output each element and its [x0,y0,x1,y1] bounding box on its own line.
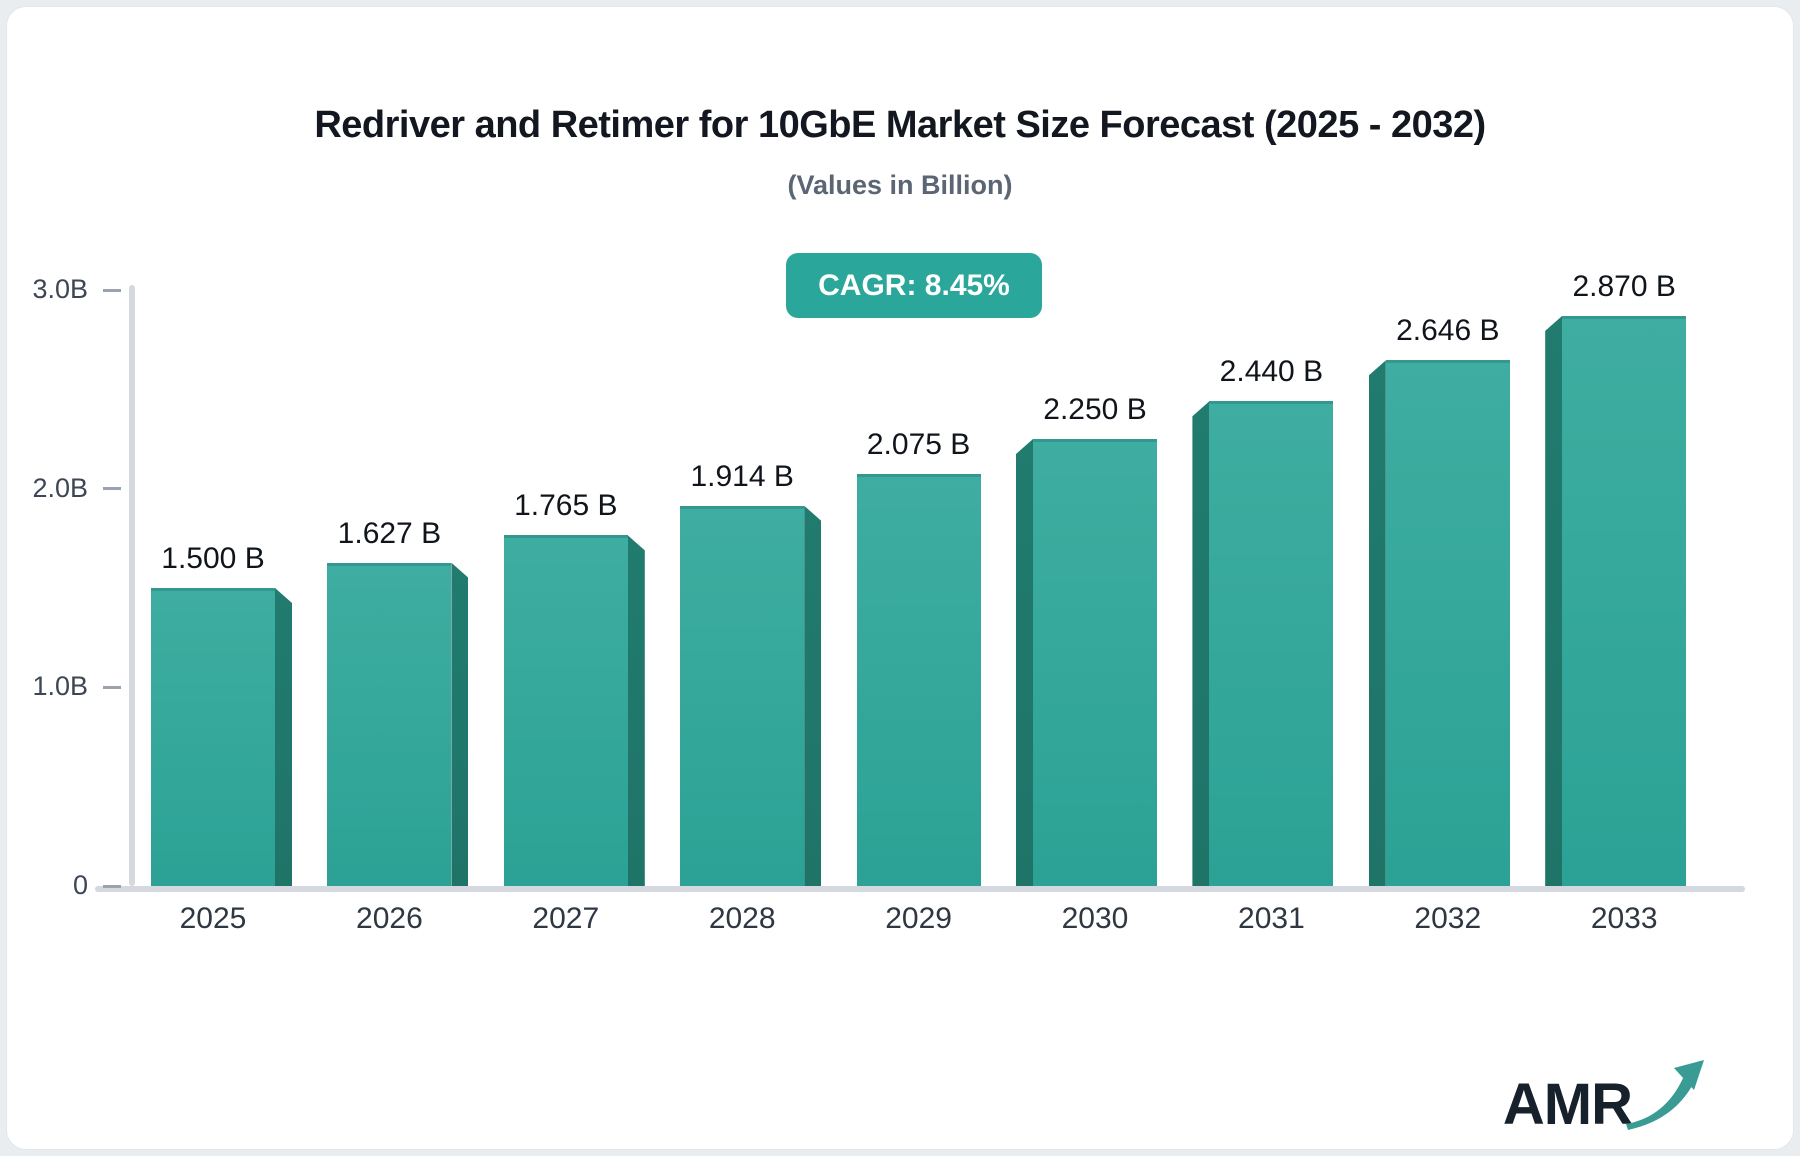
x-category-label-2025: 2025 [179,902,247,935]
bar-side-2032 [1368,360,1386,886]
bar-2027 [503,535,628,886]
growth-arrow-icon [1626,1060,1704,1130]
x-category-label-2028: 2028 [708,902,776,935]
y-tick-label: 3.0B [32,274,88,304]
y-tick-label: 0 [72,870,88,900]
bar-side-2031 [1192,401,1210,886]
bar-2030 [1033,439,1157,886]
bar-value-label-2033: 2.870 B [1572,269,1676,303]
y-tick-label: 1.0B [32,671,88,702]
bar-2032 [1385,360,1510,886]
y-tick [103,884,121,888]
bar-side-2028 [804,505,822,886]
bar-value-label-2028: 1.914 B [690,459,794,493]
cagr-badge-label: CAGR: 8.45% [818,268,1010,302]
bar-side-2026 [451,562,469,886]
x-category-label-2029: 2029 [885,902,952,935]
amr-logo-text: AMR [1502,1072,1633,1137]
bar-side-2030 [1016,439,1033,886]
bar-2028 [680,505,805,886]
amr-logo: AMR [1503,1054,1706,1134]
x-axis-line [95,886,1745,892]
x-category-label-2033: 2033 [1590,902,1658,935]
page-title: Redriver and Retimer for 10GbE Market Si… [314,104,1486,146]
x-category-label-2026: 2026 [356,902,423,935]
bar-side-2033 [1545,315,1563,886]
y-axis-line [129,285,135,886]
bar-side-2027 [627,535,645,886]
bar-2029 [856,473,981,886]
cagr-badge: CAGR: 8.45% [786,253,1042,318]
bar-value-label-2026: 1.627 B [337,516,442,550]
bar-2031 [1209,401,1334,886]
x-category-label-2032: 2032 [1414,902,1482,935]
bar-value-label-2032: 2.646 B [1396,314,1500,348]
bar-value-label-2025: 1.500 B [161,542,265,575]
bar-2033 [1562,315,1687,886]
x-category-label-2031: 2031 [1238,902,1305,935]
bar-value-label-2027: 1.765 B [514,489,618,523]
bar-value-label-2031: 2.440 B [1219,355,1324,389]
bar-2025 [151,588,275,886]
bar-value-label-2030: 2.250 B [1043,393,1147,426]
bar-2026 [327,562,452,886]
x-category-label-2030: 2030 [1061,902,1129,935]
y-tick [103,685,121,689]
bar-value-label-2029: 2.075 B [866,427,971,461]
y-tick-label: 2.0B [32,472,88,503]
y-tick [103,487,121,491]
x-category-label-2027: 2027 [532,902,600,935]
page-subtitle: (Values in Billion) [787,170,1013,200]
y-tick [103,288,121,292]
bar-side-2025 [275,588,292,886]
